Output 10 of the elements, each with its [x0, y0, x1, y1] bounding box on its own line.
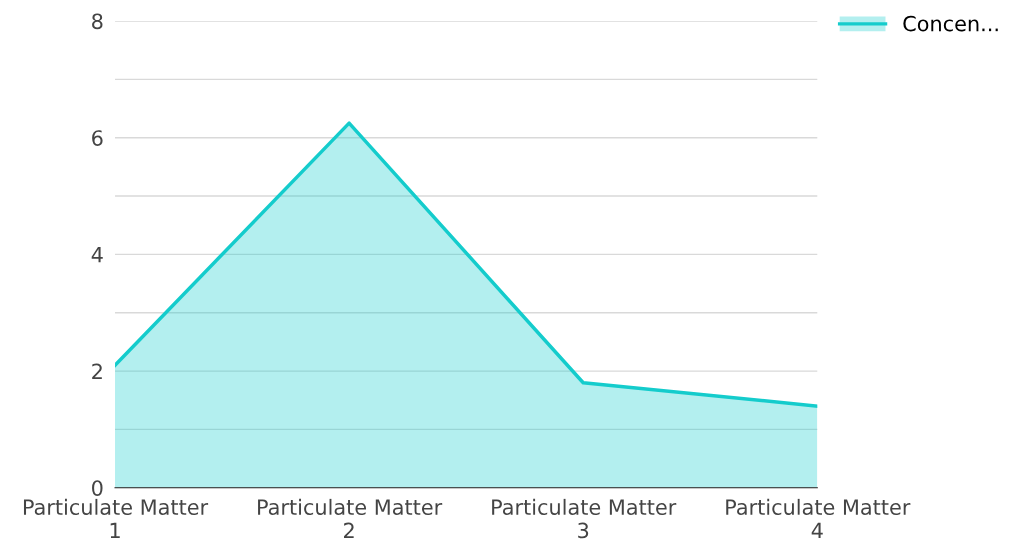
y-tick-label: 6: [92, 130, 103, 146]
y-tick-label: 0: [92, 480, 103, 496]
x-tick-label: Particulate Matter 3: [492, 498, 677, 539]
y-tick-label: 8: [92, 13, 103, 30]
x-tick-label: Particulate Matter 2: [258, 498, 443, 539]
x-tick-label: Particulate Matter 4: [726, 498, 911, 539]
y-tick-label: 2: [92, 363, 102, 379]
x-tick-label: Particulate Matter 1: [23, 498, 209, 539]
legend-label: Concen...: [903, 15, 998, 32]
y-tick-label: 4: [91, 247, 103, 263]
